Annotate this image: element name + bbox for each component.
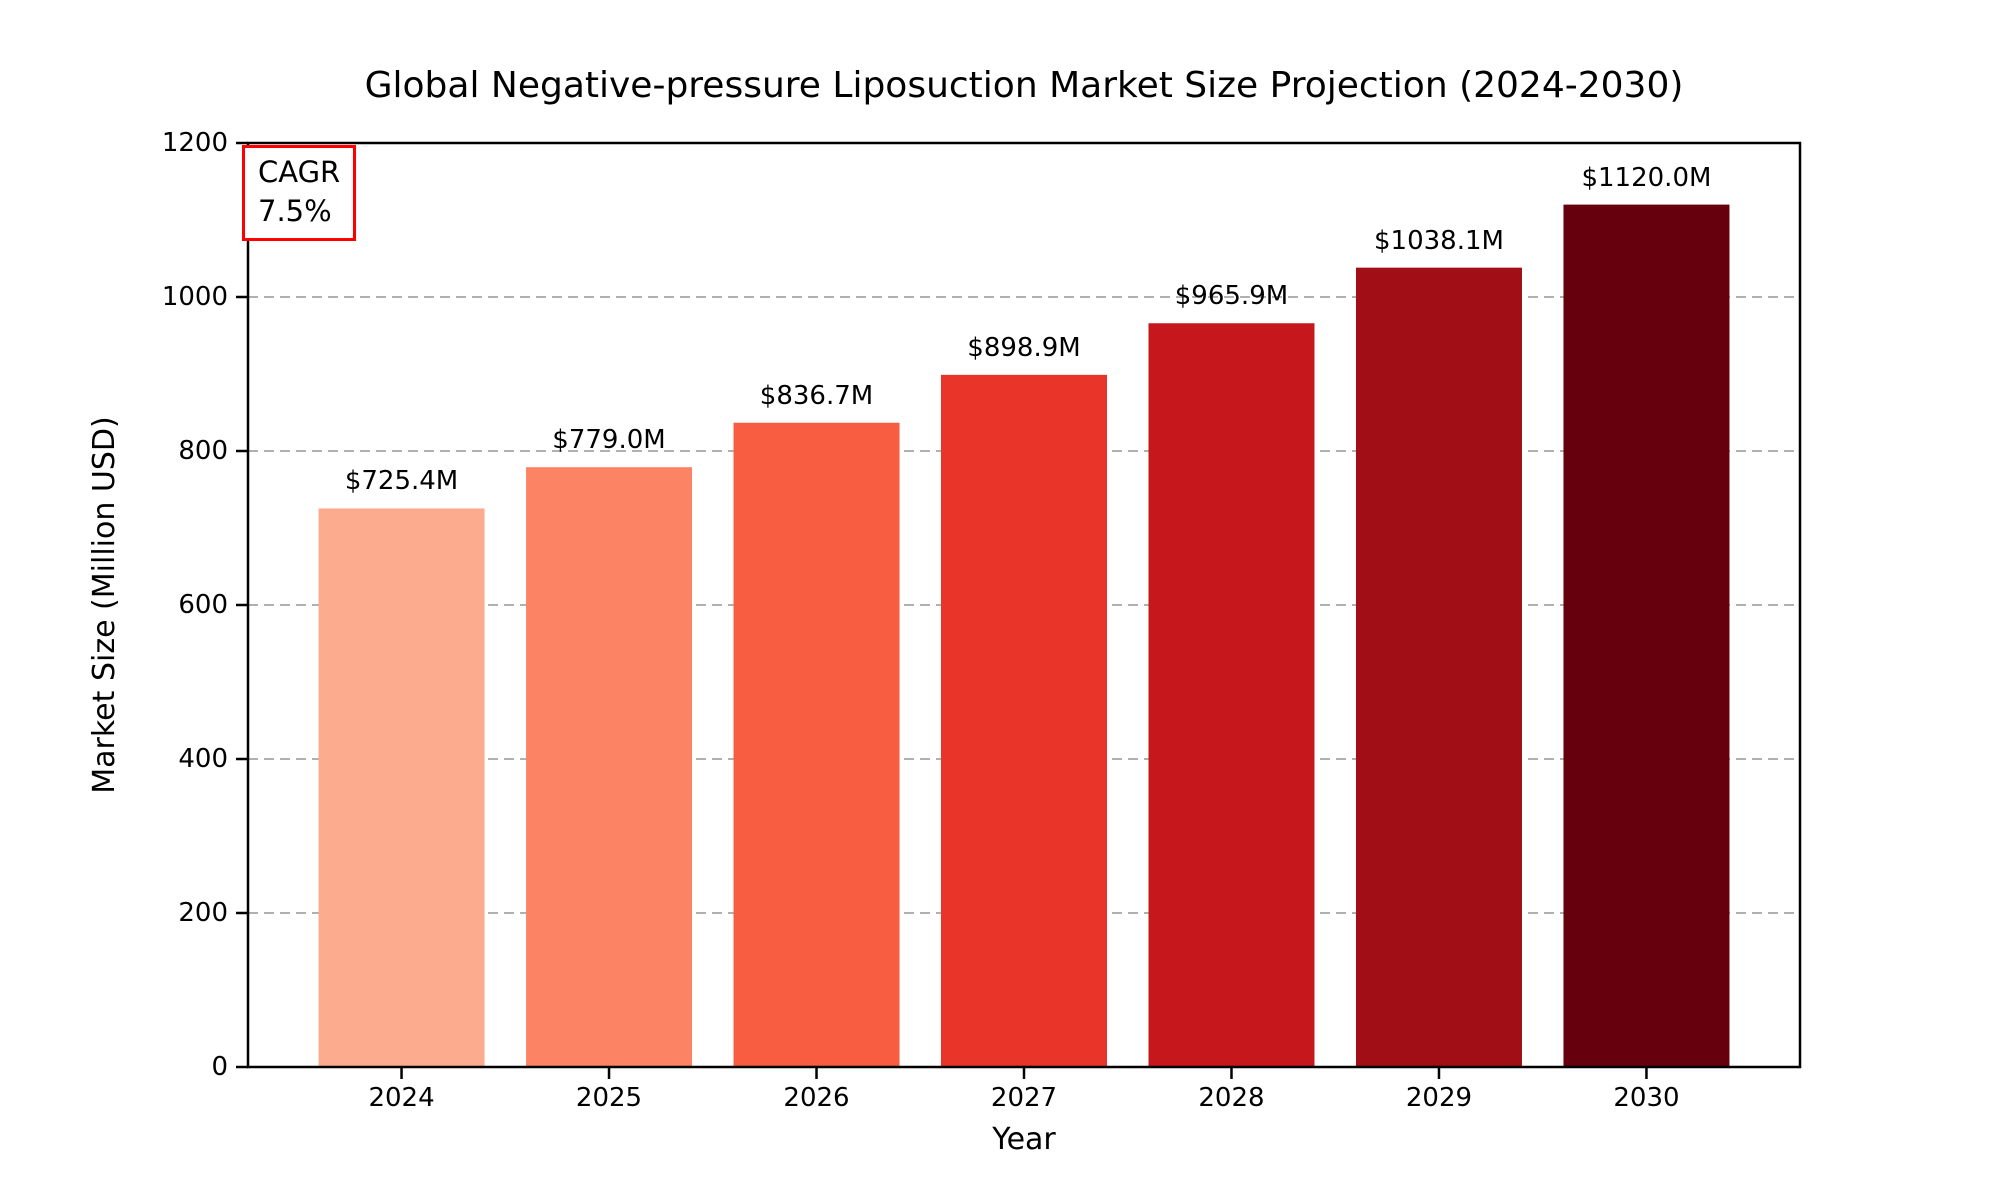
x-tick-label-2030: 2030 (1613, 1083, 1680, 1113)
bar-2029 (1355, 267, 1522, 1068)
y-tick-label-200: 200 (178, 898, 228, 928)
bar-value-label-2027: $898.9M (967, 332, 1081, 363)
bar-2028 (1148, 323, 1315, 1068)
bar-value-label-2029: $1038.1M (1373, 225, 1504, 256)
cagr-annotation-box: CAGR 7.5% (242, 145, 357, 241)
bar-value-label-2028: $965.9M (1174, 281, 1289, 312)
bar-2027 (941, 374, 1107, 1067)
y-tick-label-1000: 1000 (161, 282, 228, 312)
x-axis-label: Year (992, 1122, 1056, 1157)
x-tick-label-2027: 2027 (990, 1083, 1058, 1113)
cagr-annotation-line1: CAGR (258, 155, 341, 189)
cagr-annotation-line2: 7.5% (258, 194, 332, 228)
bar-value-label-2025: $779.0M (552, 425, 666, 456)
bar-value-label-2030: $1120.0M (1581, 162, 1712, 193)
x-tick-label-2024: 2024 (368, 1083, 435, 1113)
bar-2026 (733, 422, 900, 1068)
y-tick-label-1200: 1200 (161, 128, 228, 158)
bar-value-label-2024: $725.4M (344, 466, 459, 497)
chart-title: Global Negative-pressure Liposuction Mar… (364, 65, 1684, 106)
y-tick-label-0: 0 (211, 1052, 228, 1082)
bar-2025 (526, 467, 693, 1067)
x-tick-label-2029: 2029 (1405, 1083, 1473, 1113)
y-tick-label-800: 800 (178, 436, 228, 466)
bar-2030 (1563, 204, 1730, 1068)
y-tick-label-600: 600 (178, 590, 228, 620)
bar-value-label-2026: $836.7M (759, 380, 874, 411)
x-tick-label-2028: 2028 (1198, 1083, 1265, 1113)
x-tick-label-2025: 2025 (575, 1083, 643, 1113)
y-tick-label-400: 400 (178, 744, 228, 774)
bar-2024 (318, 508, 485, 1067)
x-tick-label-2026: 2026 (783, 1083, 850, 1113)
